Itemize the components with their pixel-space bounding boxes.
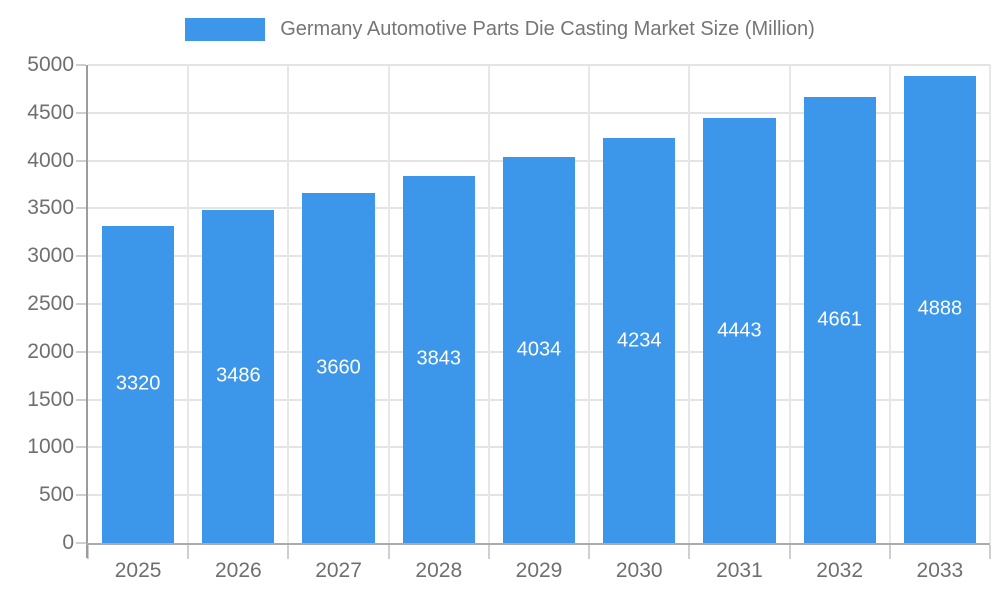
gridline-vertical <box>788 65 791 543</box>
x-axis-label: 2025 <box>114 559 162 582</box>
gridline-vertical <box>688 65 691 543</box>
x-axis-tick <box>387 545 390 559</box>
bar-value-label: 3660 <box>316 356 361 379</box>
y-axis-tick <box>76 350 86 353</box>
bar-value-label: 3320 <box>115 372 161 395</box>
bar-2031[interactable]: 4443 <box>703 118 776 543</box>
x-axis-label: 2027 <box>315 559 362 582</box>
bar-value-label: 4888 <box>917 297 963 320</box>
gridline-vertical <box>588 65 591 543</box>
y-axis-label: 3000 <box>27 244 74 268</box>
y-axis-label: 1000 <box>27 435 74 459</box>
x-axis-line <box>86 543 990 545</box>
bar-value-label: 4661 <box>817 308 862 331</box>
y-axis-tick <box>76 64 86 66</box>
y-axis-tick <box>76 159 86 162</box>
bar-2032[interactable]: 4661 <box>803 97 876 543</box>
y-axis-label: 2000 <box>27 339 74 363</box>
y-axis-label: 500 <box>38 483 74 507</box>
x-axis-tick <box>87 545 89 559</box>
x-axis-label: 2028 <box>415 559 463 582</box>
x-axis-tick <box>187 545 190 559</box>
x-axis-tick <box>588 545 591 559</box>
bar-value-label: 3843 <box>416 347 462 370</box>
x-axis-tick <box>287 545 290 559</box>
y-axis-tick <box>76 111 86 114</box>
x-axis-label: 2030 <box>615 559 663 582</box>
y-axis-label: 4000 <box>27 148 74 172</box>
x-axis-label: 2031 <box>716 559 763 582</box>
y-axis-tick <box>76 398 86 401</box>
bar-2025[interactable]: 3320 <box>102 225 175 543</box>
bar-2028[interactable]: 3843 <box>402 175 475 543</box>
x-axis-tick <box>888 545 891 559</box>
x-axis-label: 2029 <box>515 559 563 582</box>
y-axis-tick <box>76 255 86 258</box>
gridline-vertical <box>888 65 891 543</box>
plot-area: 0 500 1000 1500 2000 2500 3000 3500 4000 4500 5000… <box>27 53 991 582</box>
legend-swatch <box>185 18 266 41</box>
y-axis-tick <box>76 494 86 497</box>
bar-2027[interactable]: 3660 <box>302 193 375 543</box>
y-axis-tick <box>76 207 86 210</box>
gridline-vertical <box>487 65 490 543</box>
y-axis-label: 3500 <box>27 196 74 220</box>
bar-value-label: 4443 <box>717 319 762 342</box>
x-axis-label: 2026 <box>214 559 262 582</box>
bar-value-label: 4234 <box>616 329 662 352</box>
y-axis-label: 0 <box>62 531 74 554</box>
legend[interactable]: Germany Automotive Parts Die Casting Mar… <box>0 18 1000 41</box>
x-axis-label: 2033 <box>916 559 964 582</box>
bar-2029[interactable]: 4034 <box>502 157 576 543</box>
x-axis-tick <box>788 545 791 559</box>
y-axis-label: 2500 <box>27 292 74 315</box>
legend-label: Germany Automotive Parts Die Casting Mar… <box>280 18 815 40</box>
y-axis-label: 4500 <box>27 100 74 124</box>
x-axis-label: 2032 <box>816 559 864 582</box>
y-axis-label: 1500 <box>27 387 74 411</box>
bar-2026[interactable]: 3486 <box>202 209 275 543</box>
gridline-vertical <box>387 65 390 543</box>
gridline-vertical <box>989 65 991 543</box>
y-axis-label: 5000 <box>27 53 74 76</box>
y-axis-tick <box>76 303 86 305</box>
y-axis-tick <box>76 542 86 544</box>
bar-value-label: 3486 <box>216 364 261 387</box>
y-axis-line <box>86 65 88 558</box>
y-axis-tick <box>76 446 86 449</box>
x-axis-tick <box>688 545 691 559</box>
bar-value-label: 4034 <box>516 338 562 361</box>
bar-2033[interactable]: 4888 <box>903 75 976 543</box>
x-axis-tick <box>989 545 991 559</box>
gridline-horizontal <box>88 111 990 114</box>
gridline-horizontal <box>88 64 990 66</box>
bar-2030[interactable]: 4234 <box>603 138 676 543</box>
x-axis-tick <box>487 545 490 559</box>
gridline-vertical <box>287 65 290 543</box>
gridline-vertical <box>187 65 190 543</box>
